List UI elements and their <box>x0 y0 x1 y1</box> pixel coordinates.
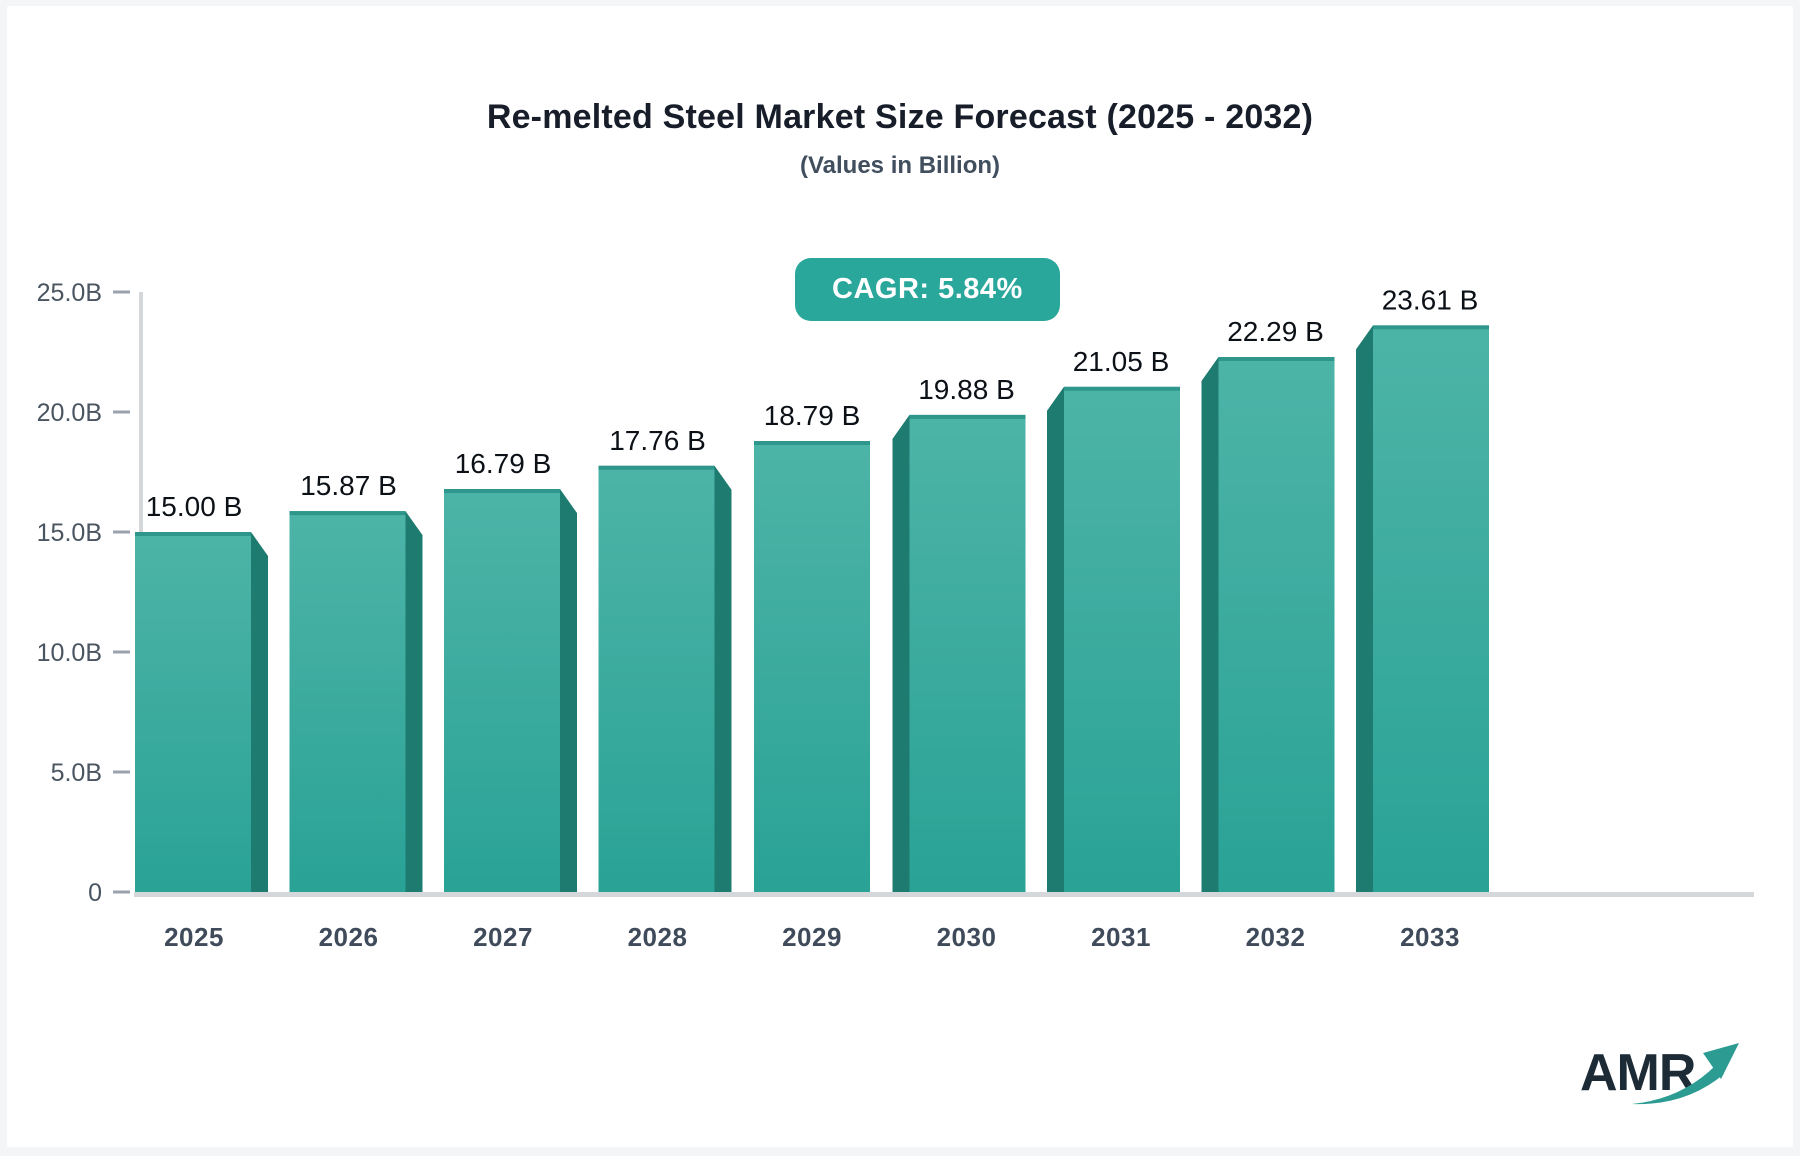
x-axis-label: 2031 <box>1091 922 1151 952</box>
bar-side <box>405 511 423 892</box>
y-axis-tick-label: 15.0B <box>37 519 102 547</box>
y-axis-tick-label: 20.0B <box>37 399 102 427</box>
x-axis-label: 2028 <box>628 922 688 952</box>
x-axis-label: 2033 <box>1400 922 1460 952</box>
x-axis-label: 2029 <box>782 922 842 952</box>
bar-value-label: 21.05 B <box>1073 346 1170 377</box>
chart-card: Re-melted Steel Market Size Forecast (20… <box>7 6 1793 1147</box>
bar-face <box>1373 325 1489 892</box>
bar-value-label: 15.00 B <box>146 491 243 522</box>
bar-2026 <box>289 511 423 892</box>
bar-2030 <box>892 414 1026 892</box>
bar-face <box>135 532 251 892</box>
bar-2025 <box>135 532 268 892</box>
bar-chart: 0 5.0B 10.0B 15.0B 20.0B 25.0B 15.00 B 2025 15.8… <box>37 279 1754 952</box>
y-axis-tick-label: 5.0B <box>51 759 102 787</box>
bar-value-label: 15.87 B <box>300 470 397 501</box>
bar-face <box>1218 357 1335 892</box>
bar-value-label: 22.29 B <box>1227 316 1324 347</box>
bar-top-edge <box>135 532 251 536</box>
bar-side <box>892 414 910 892</box>
cagr-badge: CAGR: 5.84% <box>795 258 1060 321</box>
y-axis-tick-label: 0 <box>88 879 102 907</box>
bar-top-edge <box>1373 325 1489 330</box>
bar-value-label: 23.61 B <box>1382 284 1479 315</box>
bar-top-edge <box>1064 386 1180 391</box>
bar-top-edge <box>754 441 870 446</box>
y-axis-tick-label: 10.0B <box>37 639 102 667</box>
bar-side <box>251 532 268 892</box>
bar-face <box>444 489 560 892</box>
bar-2029 <box>754 441 870 892</box>
bar-face <box>909 414 1026 892</box>
chart-subtitle: (Values in Billion) <box>799 152 1001 179</box>
bar-face <box>754 441 870 892</box>
bar-value-label: 16.79 B <box>455 448 552 479</box>
bar-side <box>560 489 577 892</box>
bar-side <box>1356 325 1373 892</box>
x-axis-label: 2026 <box>319 922 379 952</box>
chart-title: Re-melted Steel Market Size Forecast (20… <box>486 98 1314 136</box>
y-axis-tick-label: 25.0B <box>37 279 102 307</box>
bar-2028 <box>598 465 732 892</box>
x-axis-label: 2027 <box>473 922 533 952</box>
bar-value-label: 18.79 B <box>764 400 861 431</box>
bar-top-edge <box>444 489 560 494</box>
bar-top-edge <box>289 511 406 516</box>
bar-top-edge <box>909 414 1026 419</box>
bar-2027 <box>444 489 577 892</box>
bar-top-edge <box>598 465 715 470</box>
bar-face <box>598 465 715 892</box>
x-axis-label: 2032 <box>1246 922 1306 952</box>
x-axis-label: 2025 <box>164 922 224 952</box>
bar-side <box>1047 386 1064 892</box>
trend-arrow-icon <box>1632 1043 1739 1105</box>
x-axis-label: 2030 <box>937 922 997 952</box>
bar-side <box>714 465 732 892</box>
bar-top-edge <box>1218 357 1335 362</box>
bar-value-label: 19.88 B <box>918 374 1015 405</box>
bar-2031 <box>1047 386 1180 892</box>
bar-value-label: 17.76 B <box>609 425 706 456</box>
bar-face <box>1064 386 1180 892</box>
bar-face <box>289 511 406 892</box>
amr-logo: AMR <box>1580 1036 1755 1116</box>
bar-2033 <box>1356 325 1489 892</box>
bar-2032 <box>1201 357 1335 892</box>
bar-side <box>1201 357 1219 892</box>
